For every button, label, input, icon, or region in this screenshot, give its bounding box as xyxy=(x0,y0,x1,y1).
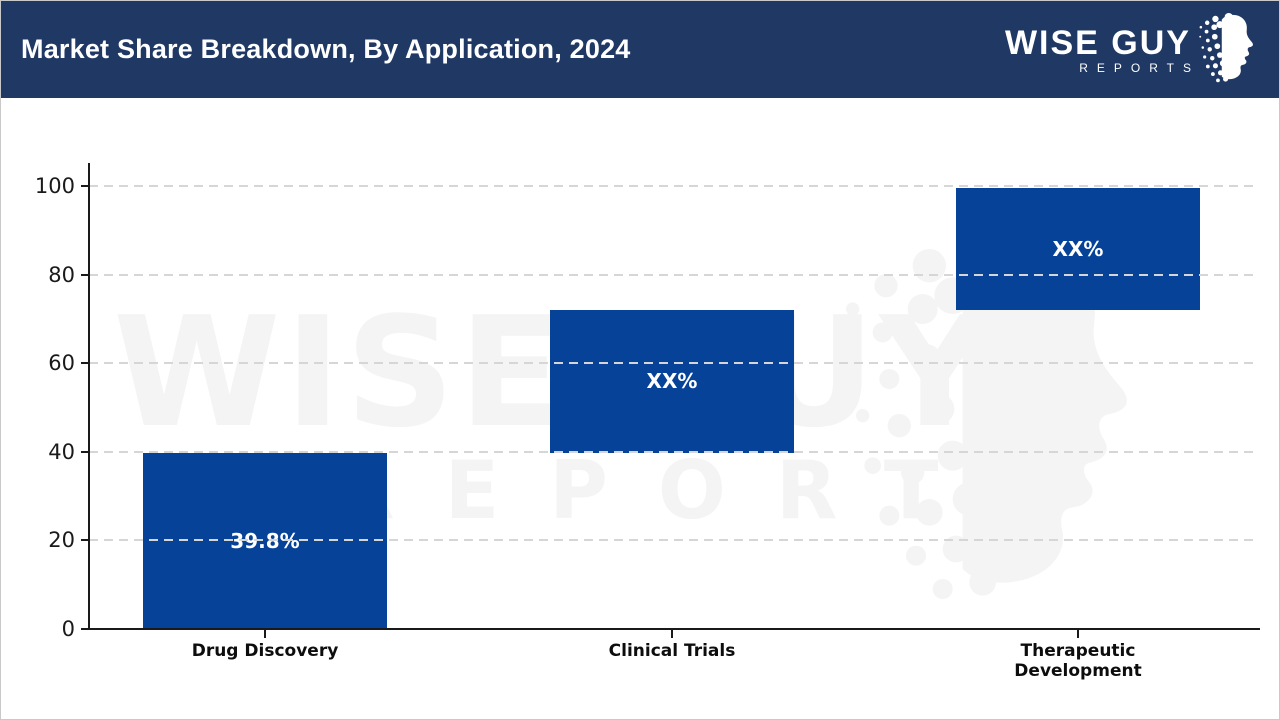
y-tick-label: 40 xyxy=(48,439,75,464)
bar-value-label: XX% xyxy=(646,369,698,394)
x-category-label: Drug Discovery xyxy=(191,641,339,661)
y-tick-mark xyxy=(81,628,88,630)
logo-wordmark: WISE GUY xyxy=(1004,23,1191,62)
bar-therapeutic-development: XX% xyxy=(956,188,1200,311)
gridline xyxy=(89,450,1259,453)
y-axis-line xyxy=(88,163,90,630)
logo-text: WISE GUY REPORTS xyxy=(1005,25,1191,75)
gridline xyxy=(89,539,1259,542)
y-tick-label: 20 xyxy=(48,528,75,553)
y-tick-label: 0 xyxy=(61,617,75,641)
wiseguy-face-icon xyxy=(1195,12,1265,88)
y-tick-mark xyxy=(81,450,88,453)
x-tick-mark xyxy=(1077,630,1079,638)
page-title: Market Share Breakdown, By Application, … xyxy=(21,34,631,64)
y-tick-mark xyxy=(81,362,88,365)
y-tick-mark xyxy=(81,539,88,542)
wiseguy-logo: WISE GUY REPORTS xyxy=(1005,12,1265,88)
bar-value-label: XX% xyxy=(1052,237,1104,262)
bar-clinical-trials: XX% xyxy=(550,310,794,453)
y-tick-label: 80 xyxy=(48,262,75,287)
logo-subtext: REPORTS xyxy=(1079,60,1200,75)
gridline xyxy=(89,273,1259,276)
y-tick-label: 60 xyxy=(48,351,75,376)
x-axis-line xyxy=(88,628,1260,630)
x-tick-mark xyxy=(671,630,673,638)
gridline xyxy=(89,185,1259,187)
y-tick-label: 100 xyxy=(34,174,75,198)
gridline xyxy=(89,362,1259,365)
x-category-label: Therapeutic Development xyxy=(1014,641,1142,681)
x-tick-mark xyxy=(264,630,266,638)
header-bar: Market Share Breakdown, By Application, … xyxy=(1,1,1279,98)
y-tick-mark xyxy=(81,185,88,187)
y-tick-mark xyxy=(81,273,88,276)
x-category-label: Clinical Trials xyxy=(608,641,736,661)
